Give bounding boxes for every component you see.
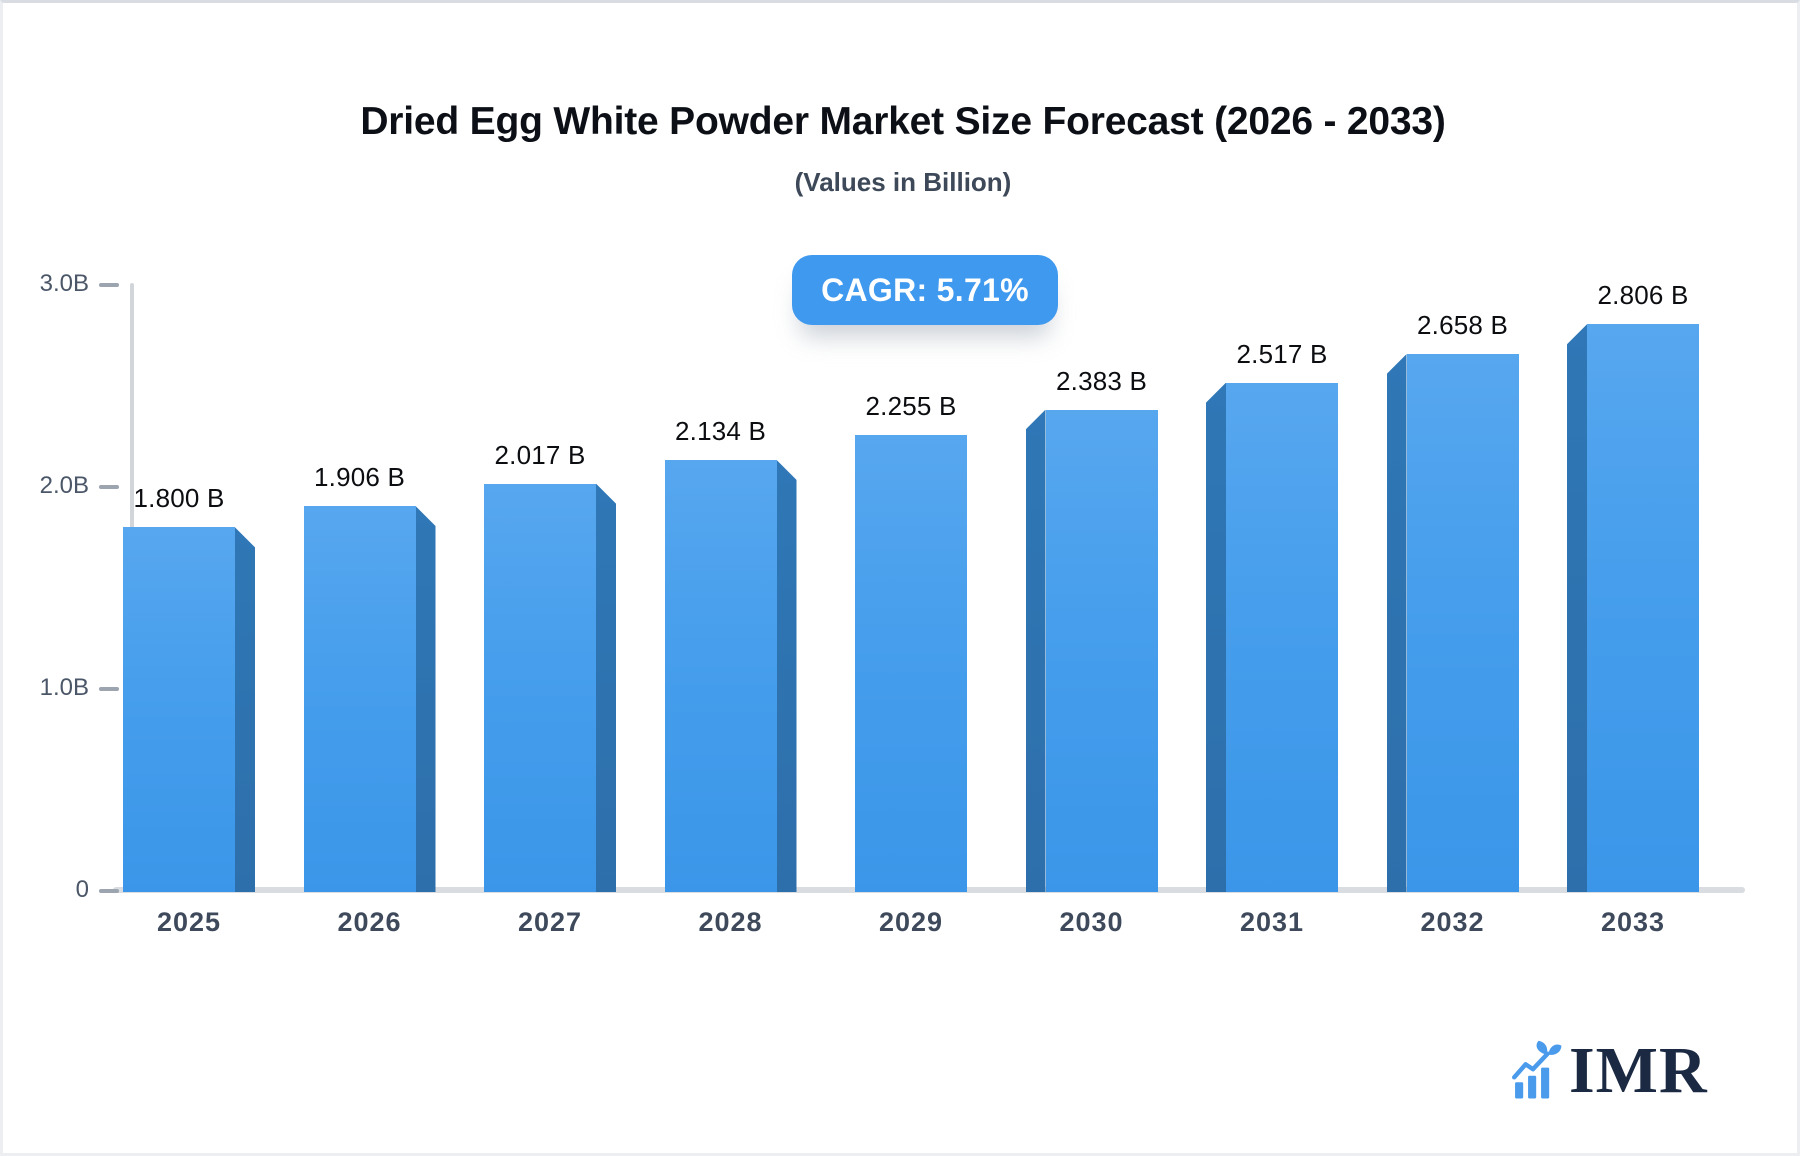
x-axis-year-label: 2028: [698, 907, 763, 937]
x-axis-year-label: 2033: [1600, 907, 1666, 937]
y-axis-tick-label: 2.0B: [39, 472, 89, 499]
y-axis-tick: [99, 889, 119, 893]
y-axis-tick: [99, 485, 119, 489]
bar-2030: [1045, 409, 1158, 892]
bar-2033: [1587, 324, 1699, 892]
bar-value-label: 1.800 B: [133, 483, 225, 514]
y-axis-tick: [99, 687, 119, 691]
bar-3d-side-2030: [1025, 409, 1046, 892]
logo-text: IMR: [1569, 1034, 1708, 1107]
bar-3d-side-2028: [776, 459, 797, 892]
bar-2029: [855, 435, 967, 892]
bar-2031: [1226, 382, 1338, 892]
bar-value-label: 2.017 B: [494, 439, 586, 470]
bar-2032: [1406, 354, 1519, 892]
bar-3d-side-2027: [596, 483, 616, 892]
bar-value-label: 2.658 B: [1416, 310, 1509, 341]
y-axis-tick-label: 1.0B: [39, 674, 89, 701]
bar-2026: [303, 505, 416, 892]
x-axis-year-label: 2031: [1239, 907, 1305, 937]
bar-3d-side-2032: [1386, 354, 1407, 892]
bar-chart-growth-leaf-icon: [1512, 1040, 1562, 1099]
y-axis-tick-label: 3.0B: [39, 270, 89, 297]
y-axis-tick-label: 0: [75, 876, 89, 903]
bar-value-label: 1.906 B: [313, 461, 406, 492]
bar-value-label: 2.255 B: [865, 391, 957, 422]
bar-3d-side-2025: [235, 527, 255, 892]
x-axis-year-label: 2026: [337, 907, 402, 937]
cagr-badge: CAGR: 5.71%: [792, 255, 1058, 325]
bar-value-label: 2.134 B: [674, 415, 767, 446]
bar-3d-side-2026: [415, 505, 436, 892]
x-axis-year-label: 2030: [1059, 907, 1124, 937]
bar-2025: [123, 527, 235, 892]
bar-value-label: 2.806 B: [1597, 280, 1689, 311]
x-axis-year-label: 2029: [878, 907, 944, 937]
chart-title: Dried Egg White Powder Market Size Forec…: [360, 100, 1446, 143]
bar-2028: [664, 459, 777, 892]
bar-value-label: 2.383 B: [1055, 365, 1148, 396]
chart-subtitle: (Values in Billion): [794, 167, 1012, 197]
bar-3d-side-2033: [1567, 324, 1587, 892]
x-axis-year-label: 2027: [517, 907, 583, 937]
x-axis-year-label: 2032: [1420, 907, 1485, 937]
bar-3d-side-2031: [1206, 382, 1226, 892]
bar-value-label: 2.517 B: [1236, 338, 1328, 369]
imr-logo: IMR: [1511, 1034, 1708, 1107]
y-axis-tick: [99, 283, 119, 287]
bar-2027: [484, 483, 596, 892]
cagr-badge-label: CAGR: 5.71%: [821, 271, 1029, 308]
x-axis-year-label: 2025: [156, 907, 222, 937]
